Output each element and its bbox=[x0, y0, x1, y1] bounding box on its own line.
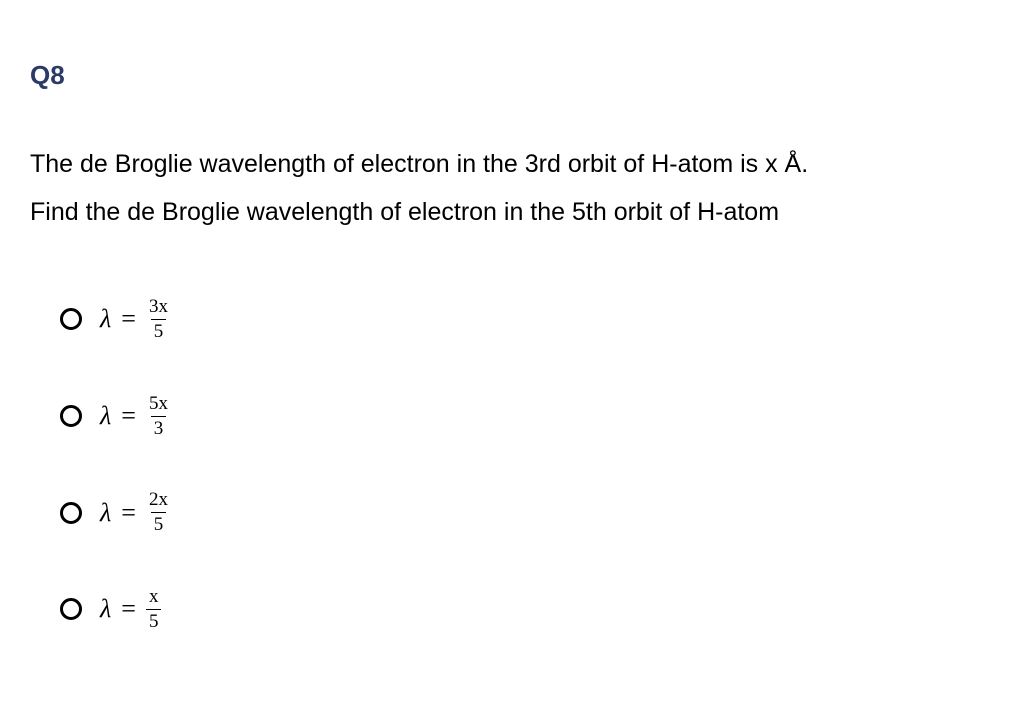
numerator: x bbox=[146, 586, 162, 609]
question-number: Q8 bbox=[30, 60, 1004, 91]
equals-symbol: = bbox=[121, 304, 136, 334]
lambda-symbol: λ bbox=[100, 594, 111, 624]
option-a-formula: λ = 3x 5 bbox=[100, 296, 171, 343]
question-text: The de Broglie wavelength of electron in… bbox=[30, 141, 1004, 236]
numerator: 3x bbox=[146, 296, 171, 319]
equals-symbol: = bbox=[121, 594, 136, 624]
options-list: λ = 3x 5 λ = 5x 3 λ bbox=[30, 296, 1004, 633]
fraction: 5x 3 bbox=[146, 393, 171, 440]
question-text-line-1: The de Broglie wavelength of electron in… bbox=[30, 150, 808, 178]
option-b-formula: λ = 5x 3 bbox=[100, 393, 171, 440]
lambda-symbol: λ bbox=[100, 304, 111, 334]
equals-symbol: = bbox=[121, 498, 136, 528]
radio-icon[interactable] bbox=[60, 598, 82, 620]
lambda-symbol: λ bbox=[100, 401, 111, 431]
radio-icon[interactable] bbox=[60, 405, 82, 427]
option-d-formula: λ = x 5 bbox=[100, 586, 161, 633]
fraction: 3x 5 bbox=[146, 296, 171, 343]
option-a[interactable]: λ = 3x 5 bbox=[60, 296, 1004, 343]
radio-icon[interactable] bbox=[60, 502, 82, 524]
denominator: 3 bbox=[151, 416, 167, 440]
denominator: 5 bbox=[151, 512, 167, 536]
numerator: 5x bbox=[146, 393, 171, 416]
question-container: Q8 The de Broglie wavelength of electron… bbox=[0, 0, 1024, 703]
numerator: 2x bbox=[146, 489, 171, 512]
option-c-formula: λ = 2x 5 bbox=[100, 489, 171, 536]
denominator: 5 bbox=[151, 319, 167, 343]
option-d[interactable]: λ = x 5 bbox=[60, 586, 1004, 633]
question-text-line-2: Find the de Broglie wavelength of electr… bbox=[30, 198, 779, 226]
denominator: 5 bbox=[146, 609, 162, 633]
lambda-symbol: λ bbox=[100, 498, 111, 528]
fraction: x 5 bbox=[146, 586, 162, 633]
radio-icon[interactable] bbox=[60, 308, 82, 330]
option-b[interactable]: λ = 5x 3 bbox=[60, 393, 1004, 440]
fraction: 2x 5 bbox=[146, 489, 171, 536]
equals-symbol: = bbox=[121, 401, 136, 431]
option-c[interactable]: λ = 2x 5 bbox=[60, 489, 1004, 536]
